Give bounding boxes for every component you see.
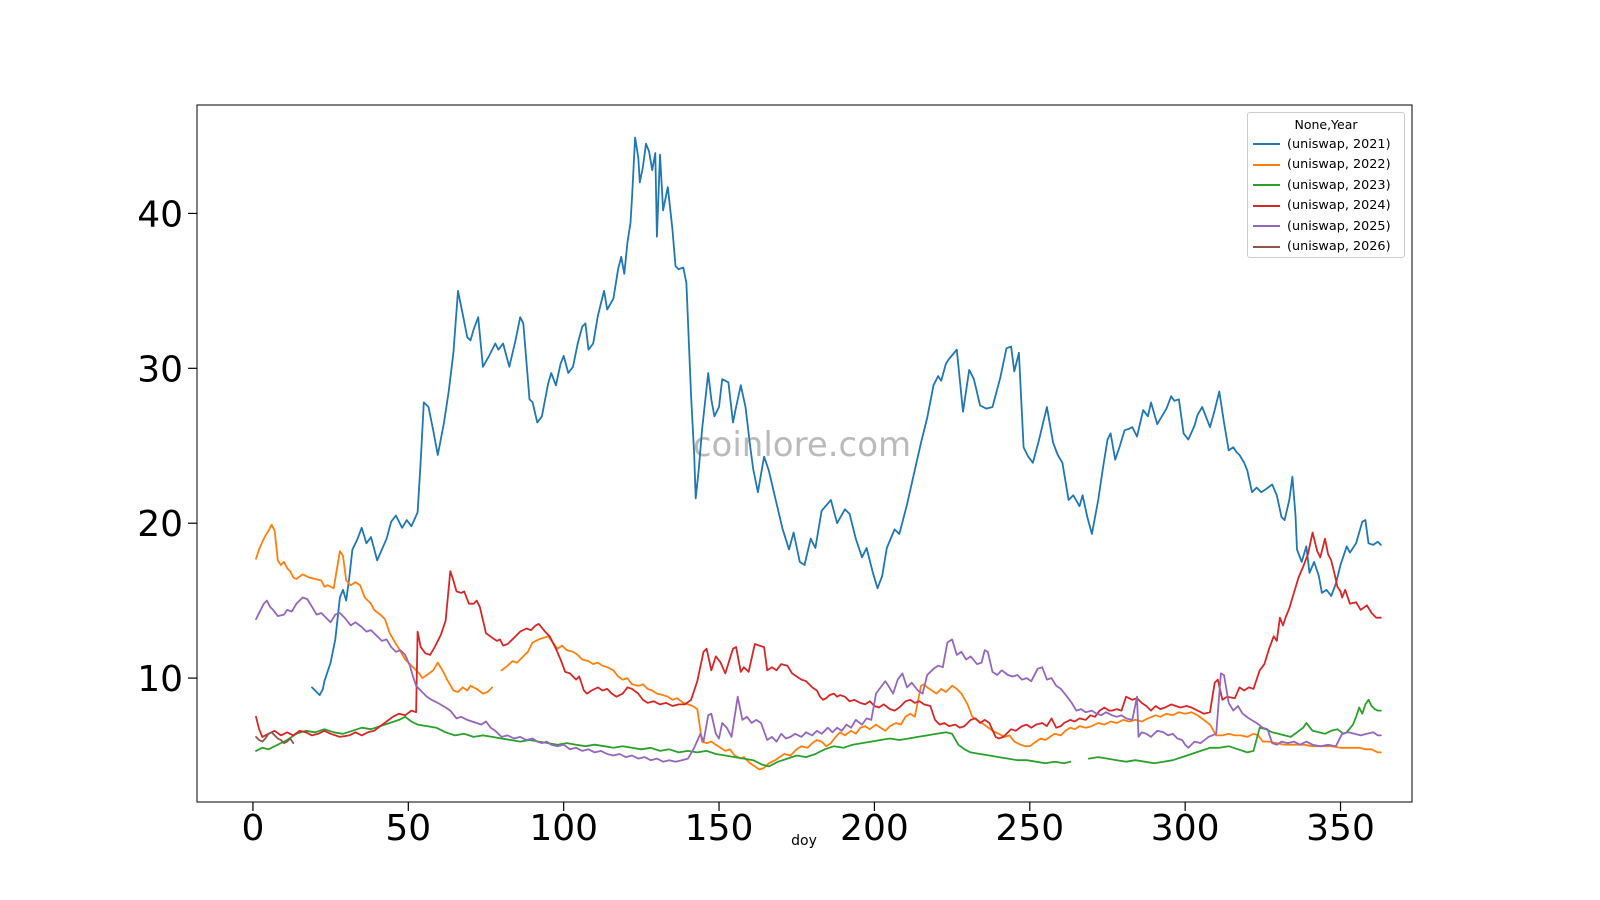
x-tick-label: 150: [685, 808, 754, 849]
legend: None,Year (uniswap, 2021) (uniswap, 2022)…: [1247, 112, 1405, 258]
series-lines: [255, 136, 1382, 771]
watermark: coinlore.com: [693, 425, 911, 465]
legend-items: (uniswap, 2021) (uniswap, 2022) (uniswap, …: [1253, 134, 1399, 257]
legend-item: (uniswap, 2024): [1253, 196, 1399, 217]
series-line-uniswap-2026: [255, 731, 295, 744]
series-line-uniswap-2022: [255, 523, 1382, 771]
y-tick-label: 30: [137, 349, 183, 390]
x-tick-label: 0: [241, 808, 264, 849]
legend-label: (uniswap, 2026): [1287, 239, 1391, 255]
legend-swatch: [1253, 184, 1280, 187]
legend-swatch: [1253, 163, 1280, 166]
legend-label: (uniswap, 2022): [1287, 157, 1391, 173]
legend-swatch: [1253, 245, 1280, 248]
legend-swatch: [1253, 204, 1280, 207]
legend-swatch: [1253, 143, 1280, 146]
series-line-uniswap-2025: [255, 596, 1382, 763]
series-line-uniswap-2024: [255, 531, 1382, 740]
x-tick-label: 100: [529, 808, 598, 849]
legend-swatch: [1253, 225, 1280, 228]
y-tick-label: 10: [137, 659, 183, 700]
legend-label: (uniswap, 2023): [1287, 177, 1391, 193]
x-tick-label: 250: [995, 808, 1064, 849]
series-line-uniswap-2021: [311, 136, 1382, 696]
legend-label: (uniswap, 2025): [1287, 218, 1391, 234]
legend-item: (uniswap, 2023): [1253, 175, 1399, 196]
legend-label: (uniswap, 2021): [1287, 136, 1391, 152]
axis-ticks: 0 50 100 150 200 250 300 350 10 20 30 40: [137, 194, 1375, 849]
y-tick-label: 20: [137, 504, 183, 545]
legend-item: (uniswap, 2022): [1253, 155, 1399, 176]
legend-item: (uniswap, 2026): [1253, 237, 1399, 258]
legend-item: (uniswap, 2025): [1253, 216, 1399, 237]
x-tick-label: 50: [385, 808, 431, 849]
legend-label: (uniswap, 2024): [1287, 198, 1391, 214]
x-axis-label: doy: [791, 833, 817, 849]
legend-item: (uniswap, 2021): [1253, 134, 1399, 155]
legend-title: None,Year: [1294, 117, 1358, 132]
x-tick-label: 200: [840, 808, 909, 849]
y-tick-label: 40: [137, 194, 183, 235]
plot-frame: [196, 104, 1413, 803]
x-tick-label: 300: [1151, 808, 1220, 849]
series-line-uniswap-2023: [255, 698, 1382, 768]
x-tick-label: 350: [1306, 808, 1375, 849]
